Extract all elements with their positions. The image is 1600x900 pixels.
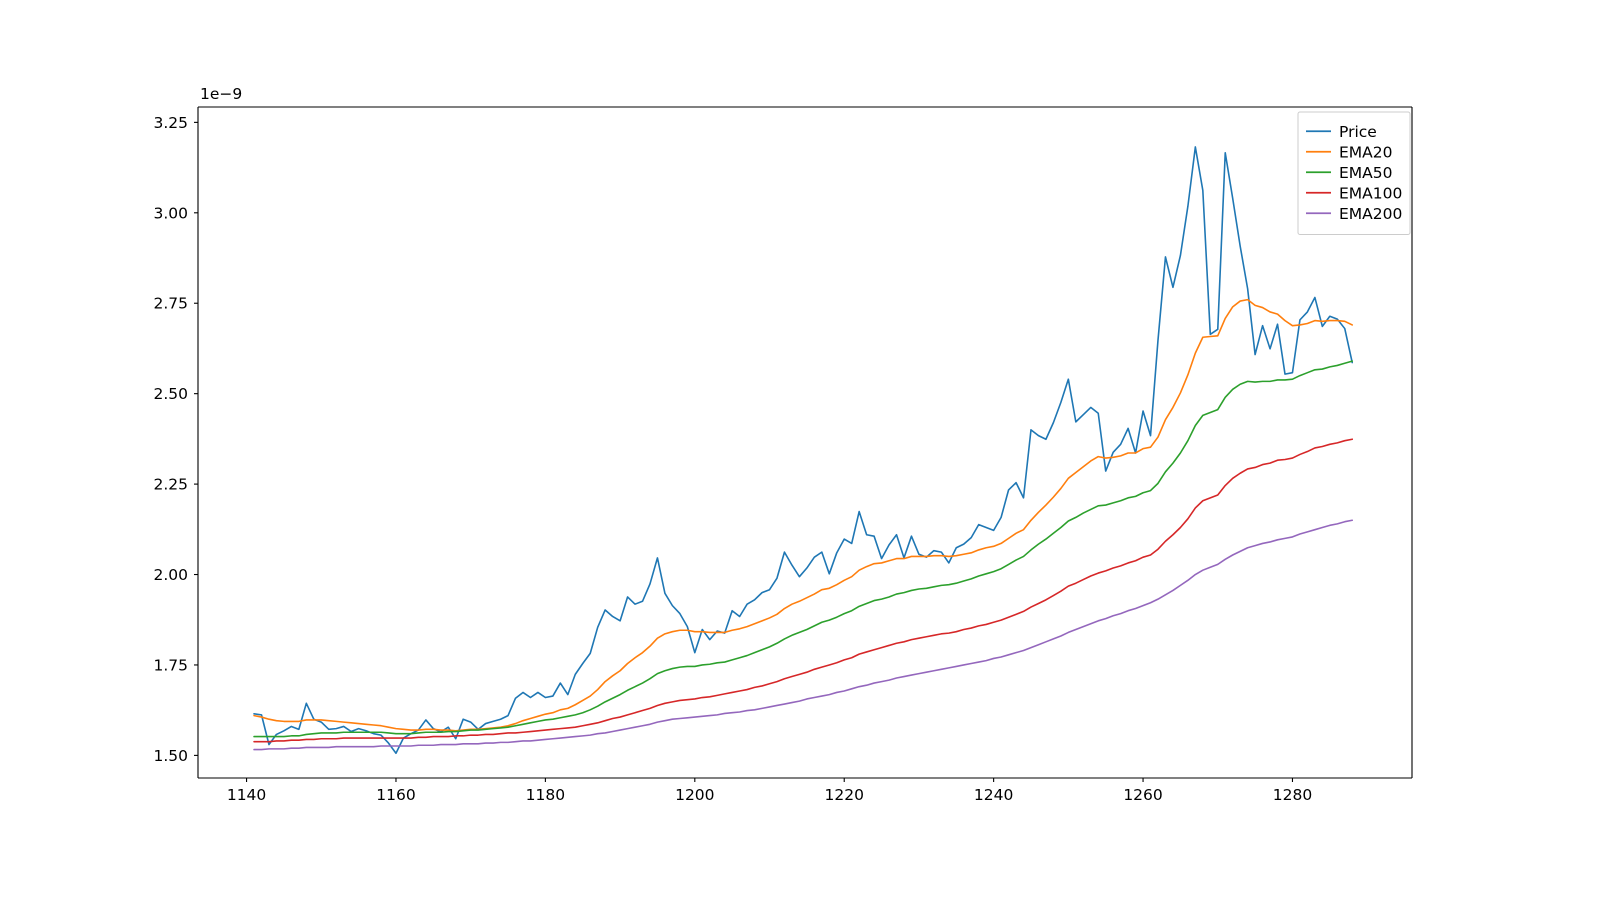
legend-label-ema200[interactable]: EMA200 [1339,205,1402,223]
x-tick-label: 1260 [1123,786,1162,804]
axes-region: 1.50 1.75 2.00 2.25 2.50 2.75 3.00 3.25 1140 116… [153,85,1413,804]
y-tick-label: 2.50 [153,385,188,403]
x-tick-label: 1140 [227,786,266,804]
legend-label-ema20[interactable]: EMA20 [1339,143,1393,161]
series-line-ema20 [253,298,1354,732]
y-axis: 1.50 1.75 2.00 2.25 2.50 2.75 3.00 3.25 [153,114,198,765]
x-tick-label: 1240 [974,786,1013,804]
series-line-ema50 [253,360,1354,738]
data-series-group [253,146,1354,755]
y-tick-label: 1.75 [153,656,188,674]
y-tick-label: 1.50 [153,747,188,765]
x-tick-label: 1160 [376,786,415,804]
y-tick-label: 2.25 [153,476,188,494]
legend-label-ema100[interactable]: EMA100 [1339,184,1402,202]
y-tick-label: 3.25 [153,114,188,132]
y-axis-offset-label: 1e−9 [200,85,242,103]
y-tick-label: 2.75 [153,295,188,313]
series-line-ema100 [253,438,1354,743]
series-line-ema200 [253,519,1354,751]
x-tick-label: 1200 [675,786,714,804]
y-tick-label: 2.00 [153,566,188,584]
x-tick-label: 1180 [526,786,565,804]
y-tick-label: 3.00 [153,204,188,222]
legend-label-price[interactable]: Price [1339,123,1377,141]
x-tick-label: 1280 [1273,786,1312,804]
x-tick-label: 1220 [824,786,863,804]
x-axis: 1140 1160 1180 1200 1220 1240 1260 1280 [227,778,1312,804]
legend-label-ema50[interactable]: EMA50 [1339,164,1393,182]
legend-frame [1297,111,1411,235]
chart-legend[interactable]: Price EMA20 EMA50 EMA100 EMA200 [1297,111,1411,235]
plot-background [198,107,1412,778]
